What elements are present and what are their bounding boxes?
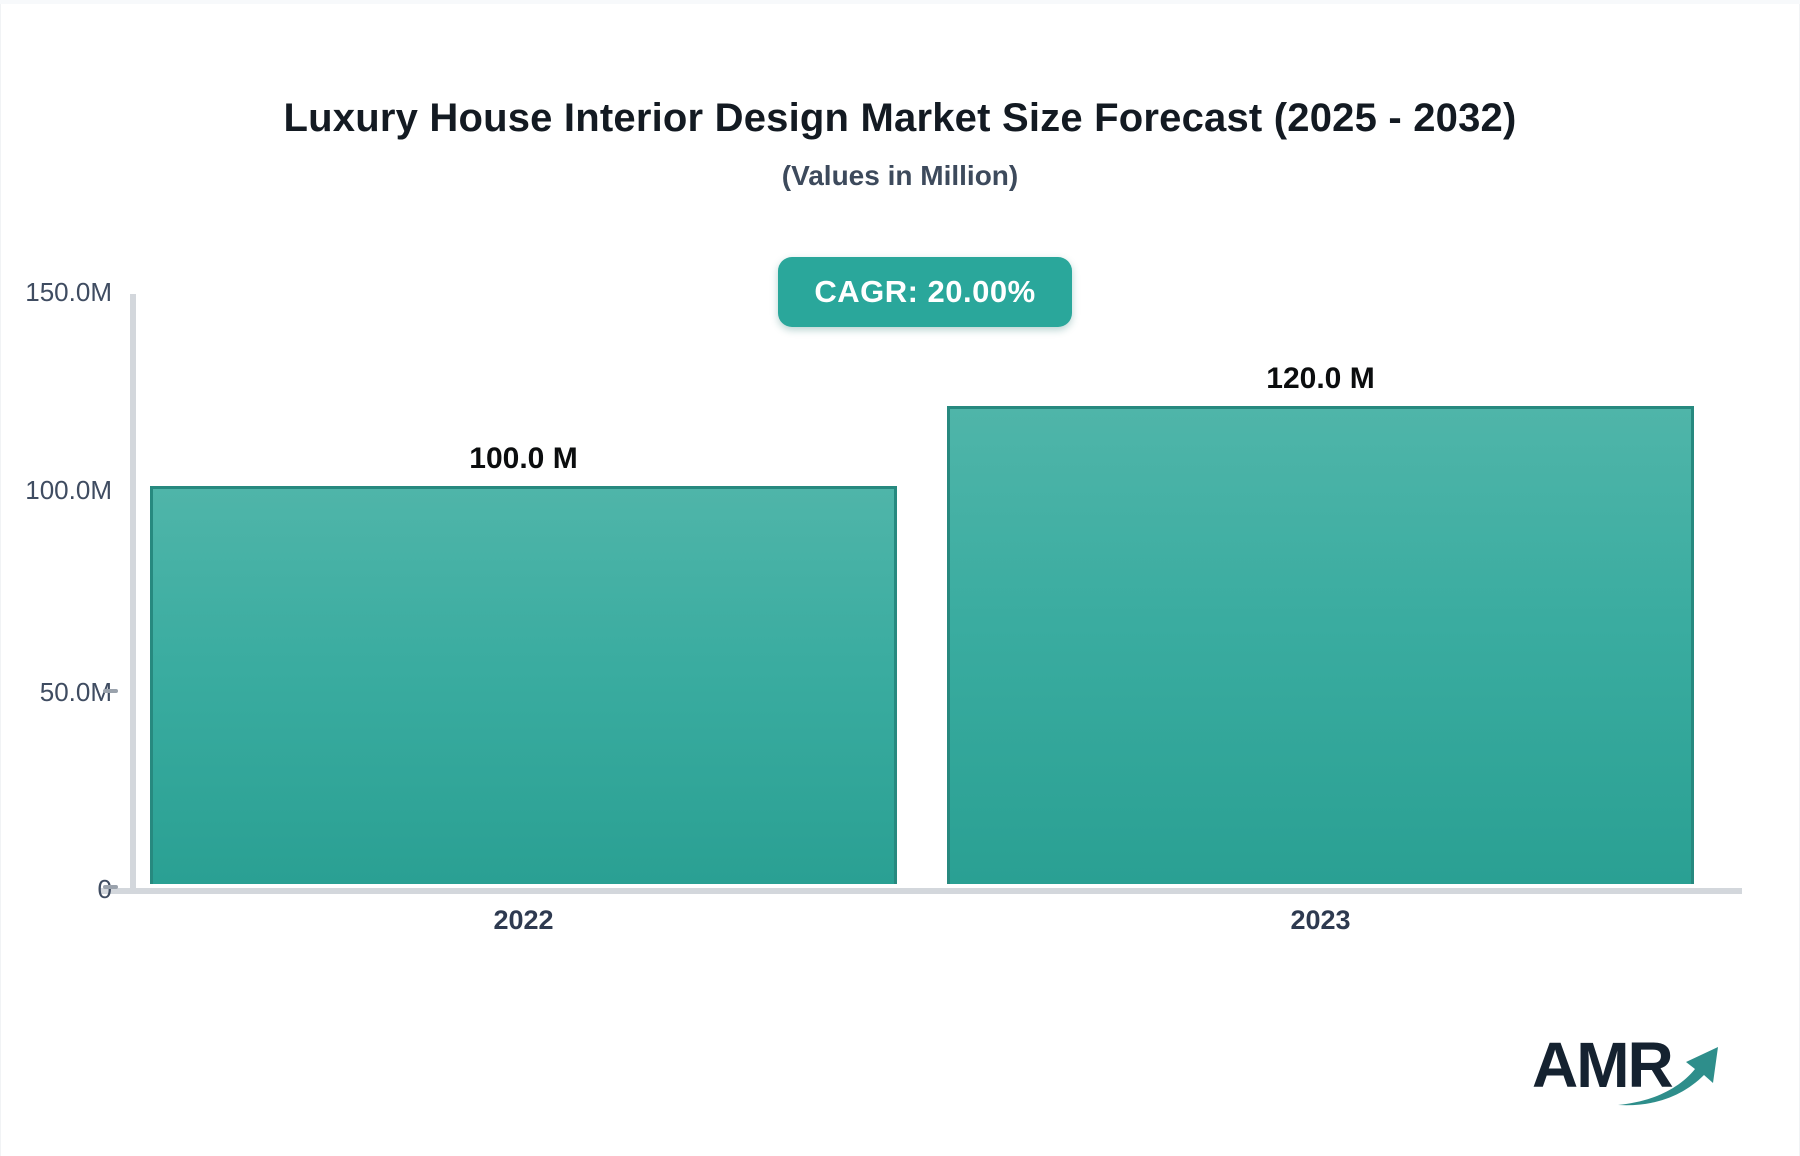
cagr-badge: CAGR: 20.00% [778, 257, 1072, 327]
x-axis-category-label: 2023 [1290, 905, 1351, 935]
bar-2022[interactable] [150, 486, 897, 884]
y-axis-tick-mark [103, 689, 118, 693]
y-axis-tick-label: 150.0M [25, 277, 112, 307]
bar-value-label: 100.0 M [469, 442, 578, 475]
bar-value-label: 120.0 M [1266, 362, 1375, 396]
chart-subtitle: (Values in Million) [781, 160, 1019, 191]
amr-logo: AMR [1532, 1030, 1732, 1120]
chart-title: Luxury House Interior Design Market Size… [283, 96, 1517, 140]
x-axis-line [100, 888, 1742, 894]
y-axis-line [130, 294, 136, 891]
growth-arrow-icon [1618, 1047, 1718, 1106]
bar-2023[interactable] [947, 406, 1694, 884]
y-axis-tick-label: 50.0M [39, 677, 112, 707]
y-axis-tick-label: 100.0M [25, 475, 112, 505]
amr-logo-text: AMR [1532, 1029, 1674, 1101]
y-axis-tick-mark [103, 885, 118, 889]
y-axis-tick-label: 0 [97, 874, 112, 904]
x-axis-category-label: 2022 [493, 905, 554, 935]
